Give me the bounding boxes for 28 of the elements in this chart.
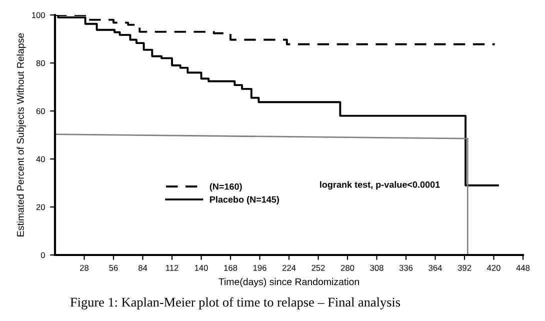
y-tick-label: 80 bbox=[36, 60, 45, 66]
legend-label: (N=160) bbox=[210, 183, 242, 192]
x-tick-label: 168 bbox=[224, 264, 238, 271]
y-axis-title: Estimated Percent of Subjects Without Relapse bbox=[16, 33, 26, 236]
caption: Figure 1: Kaplan-Meier plot of time to relapse – Final analysis bbox=[70, 297, 400, 310]
x-tick-label: 84 bbox=[138, 264, 148, 271]
x-tick-label: 56 bbox=[109, 264, 118, 271]
x-tick-label: 196 bbox=[253, 264, 266, 271]
x-tick-label: 420 bbox=[486, 264, 500, 271]
y-tick-label: 60 bbox=[36, 108, 45, 114]
x-tick-label: 364 bbox=[428, 264, 442, 271]
x-tick-label: 392 bbox=[458, 264, 472, 271]
x-tick-label: 448 bbox=[516, 264, 530, 271]
x-axis-title: Time(days) since Randomization bbox=[218, 278, 359, 288]
x-tick-label: 308 bbox=[370, 264, 384, 271]
x-tick-label: 224 bbox=[282, 264, 296, 271]
y-tick-label: 0 bbox=[40, 252, 45, 258]
x-tick-label: 280 bbox=[340, 264, 354, 271]
annotation: logrank test, p-value<0.0001 bbox=[320, 181, 440, 190]
y-tick-label: 100 bbox=[32, 12, 45, 18]
x-tick-label: 140 bbox=[194, 264, 208, 271]
x-tick-label: 112 bbox=[166, 264, 178, 271]
y-tick-label: 40 bbox=[36, 156, 45, 162]
x-tick-label: 252 bbox=[312, 264, 325, 271]
x-tick-label: 336 bbox=[399, 264, 413, 271]
y-tick-label: 20 bbox=[36, 204, 45, 210]
legend-label: Placebo (N=145) bbox=[210, 196, 279, 204]
x-tick-label: 28 bbox=[80, 264, 89, 271]
